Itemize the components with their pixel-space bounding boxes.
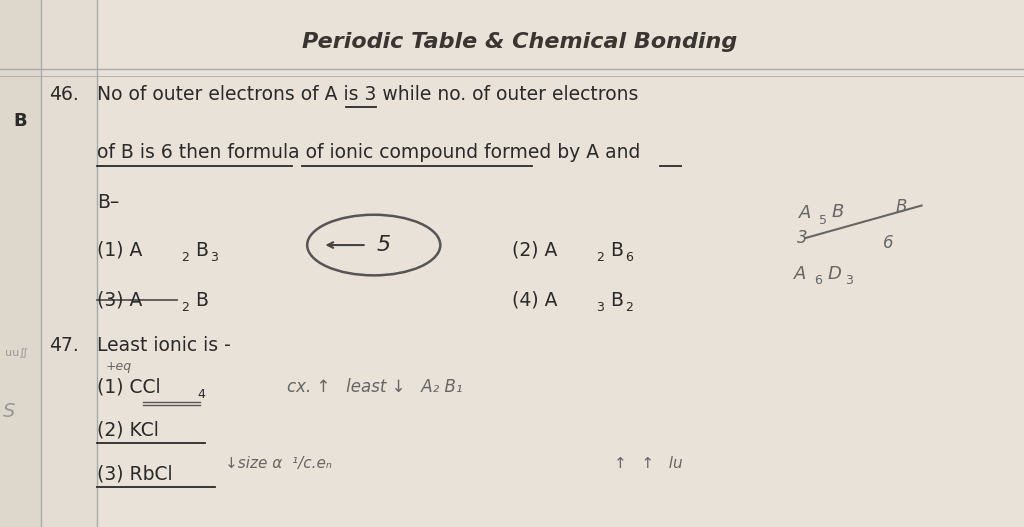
Text: 3: 3 xyxy=(797,229,807,247)
Text: B: B xyxy=(896,198,907,216)
Text: 3: 3 xyxy=(596,301,604,314)
Text: (3) A: (3) A xyxy=(97,291,142,310)
Text: 2: 2 xyxy=(181,301,189,314)
Text: (2) A: (2) A xyxy=(512,241,557,260)
Text: 2: 2 xyxy=(625,301,633,314)
Text: 6: 6 xyxy=(625,251,633,264)
Text: 5: 5 xyxy=(819,214,827,227)
Bar xyxy=(41,0,97,527)
Text: No of outer electrons of A is 3 while no. of outer electrons: No of outer electrons of A is 3 while no… xyxy=(97,85,639,104)
Text: 46.: 46. xyxy=(49,85,79,104)
Text: (3) RbCl: (3) RbCl xyxy=(97,465,173,484)
Text: B: B xyxy=(196,241,209,260)
Text: 3: 3 xyxy=(845,274,853,287)
Text: 6: 6 xyxy=(814,274,822,287)
Bar xyxy=(0,0,41,527)
Text: A: A xyxy=(799,204,811,222)
Text: 2: 2 xyxy=(596,251,604,264)
Text: (2) KCl: (2) KCl xyxy=(97,420,159,439)
Text: (1) CCl: (1) CCl xyxy=(97,378,161,397)
Text: D: D xyxy=(827,265,842,283)
Text: 2: 2 xyxy=(181,251,189,264)
Text: Periodic Table & Chemical Bonding: Periodic Table & Chemical Bonding xyxy=(302,32,737,52)
Text: cx. ↑   least ↓   A₂ B₁: cx. ↑ least ↓ A₂ B₁ xyxy=(287,378,462,396)
Text: 5: 5 xyxy=(377,235,391,255)
Text: of B is 6 then formula of ionic compound formed by A and: of B is 6 then formula of ionic compound… xyxy=(97,143,641,162)
Text: B: B xyxy=(831,203,844,221)
Text: B: B xyxy=(196,291,209,310)
Text: 6: 6 xyxy=(883,235,893,252)
Text: B–: B– xyxy=(97,193,120,212)
Text: A: A xyxy=(794,265,806,283)
Text: B: B xyxy=(610,291,624,310)
Text: 47.: 47. xyxy=(49,336,79,355)
Text: (1) A: (1) A xyxy=(97,241,142,260)
Text: (4) A: (4) A xyxy=(512,291,557,310)
Text: 3: 3 xyxy=(210,251,218,264)
Text: B: B xyxy=(610,241,624,260)
Text: uu∬: uu∬ xyxy=(5,348,28,358)
Text: 4: 4 xyxy=(198,388,206,401)
Text: B: B xyxy=(13,112,28,130)
Text: ↓size α  ¹/c.eₙ: ↓size α ¹/c.eₙ xyxy=(225,456,332,471)
Text: +eq: +eq xyxy=(105,360,132,373)
Text: S: S xyxy=(3,402,15,421)
Text: ↑   ↑   lu: ↑ ↑ lu xyxy=(614,456,683,471)
Text: Least ionic is -: Least ionic is - xyxy=(97,336,231,355)
